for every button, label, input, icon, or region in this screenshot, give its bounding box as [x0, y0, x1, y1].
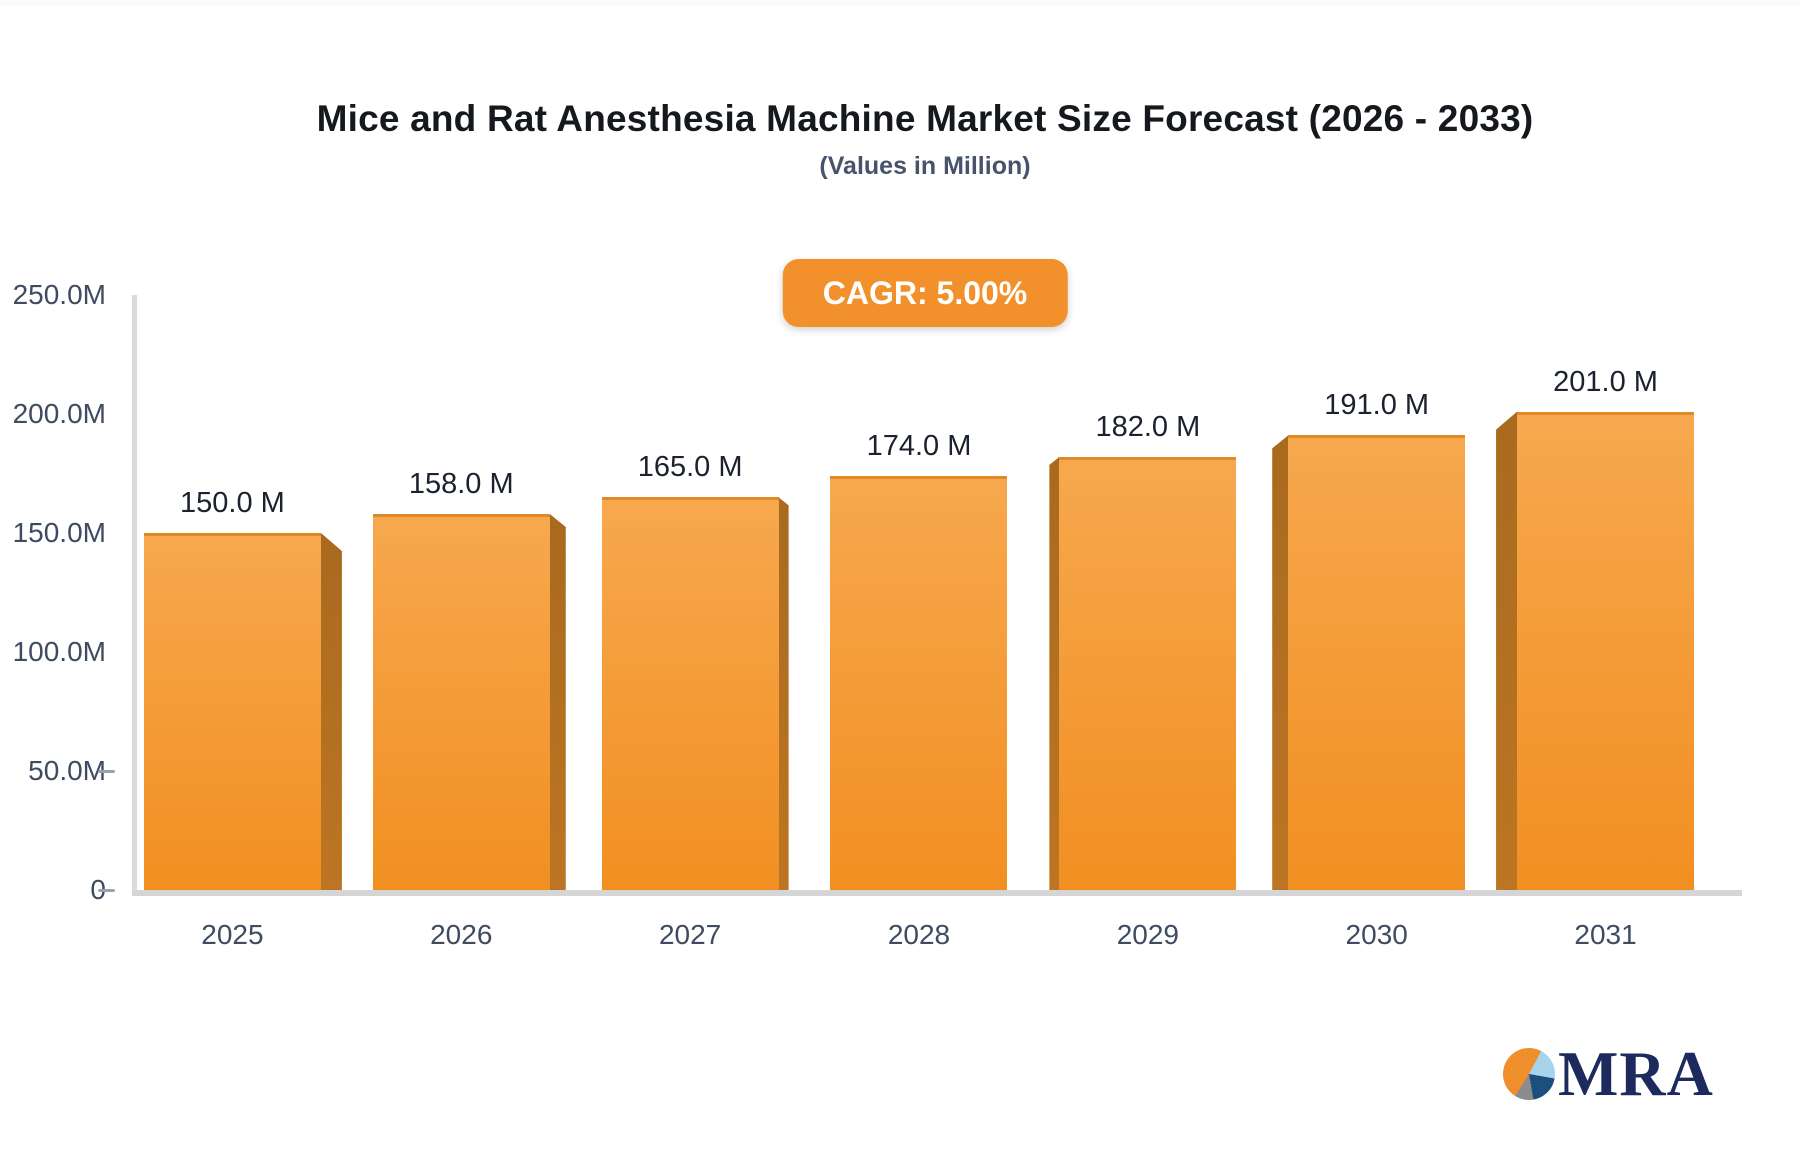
x-axis-label-2026: 2026	[430, 919, 493, 950]
bar-value-label: 165.0 M	[637, 451, 743, 484]
y-axis-label-50.0M: 50.0M	[28, 755, 106, 786]
bar-face-2025	[143, 533, 321, 890]
bar-value-label: 158.0 M	[408, 467, 514, 500]
bar-side-face-2025	[320, 533, 342, 890]
bar-side-face-2031	[1496, 411, 1518, 890]
bar-face-2031	[1517, 411, 1695, 890]
x-axis-label-2027: 2027	[658, 919, 722, 950]
brand-logo: MRA	[1503, 1038, 1714, 1109]
bar-face-2030	[1288, 435, 1466, 890]
bar-value-label: 201.0 M	[1553, 365, 1658, 398]
bar-value-label: 174.0 M	[866, 429, 972, 462]
bar-group-2027: 165.0 M 2027	[576, 295, 805, 950]
bar-side-face-2029	[1049, 456, 1060, 890]
pie-chart-logo-icon	[1503, 1048, 1555, 1100]
y-axis-label-250.0M: 250.0M	[12, 279, 106, 310]
y-axis-label-100.0M: 100.0M	[12, 636, 106, 667]
bar-group-2031: 201.0 M 2031	[1491, 295, 1720, 950]
bar-group-2028: 174.0 M 2028	[805, 295, 1034, 950]
x-axis-label-2028: 2028	[887, 919, 951, 950]
chart-subtitle: (Values in Million)	[819, 152, 1031, 180]
y-axis-tick	[98, 888, 115, 892]
bar-group-2025: 150.0 M 2025	[118, 295, 347, 950]
y-axis-line	[132, 295, 137, 896]
bar-group-2026: 158.0 M 2026	[347, 295, 576, 950]
bar-value-label: 150.0 M	[180, 487, 285, 519]
bar-side-face-2026	[549, 513, 566, 890]
y-axis-tick	[98, 769, 115, 773]
bar-face-2027	[601, 497, 779, 890]
y-axis-label-150.0M: 150.0M	[12, 517, 106, 548]
bar-side-face-2027	[778, 497, 789, 890]
bar-value-label: 182.0 M	[1095, 410, 1201, 443]
x-axis-label-2031: 2031	[1574, 919, 1637, 950]
x-axis-label-2029: 2029	[1116, 919, 1179, 950]
y-axis-label-200.0M: 200.0M	[12, 398, 106, 429]
x-axis-label-2025: 2025	[201, 919, 264, 950]
brand-logo-text: MRA	[1558, 1038, 1714, 1109]
chart-title: Mice and Rat Anesthesia Machine Market S…	[316, 98, 1534, 139]
x-axis-label-2030: 2030	[1345, 919, 1408, 950]
bar-face-2029	[1059, 456, 1237, 890]
chart-header: Mice and Rat Anesthesia Machine Market S…	[0, 6, 1800, 180]
cagr-badge-label: CAGR: 5.00%	[822, 275, 1028, 311]
bar-group-2029: 182.0 M 2029	[1033, 295, 1262, 950]
bar-value-label: 191.0 M	[1324, 389, 1430, 422]
bar-group-2030: 191.0 M 2030	[1262, 295, 1491, 950]
cagr-badge: CAGR: 5.00%	[782, 259, 1068, 327]
bar-face-2026	[372, 513, 550, 890]
bar-face-2028	[830, 475, 1008, 890]
x-axis-line	[132, 890, 1742, 896]
plot-area: 150.0 M 2025 158.0 M 2026 165.0 M 2027 174.0 M…	[118, 295, 1720, 950]
bar-side-face-2030	[1272, 435, 1289, 890]
